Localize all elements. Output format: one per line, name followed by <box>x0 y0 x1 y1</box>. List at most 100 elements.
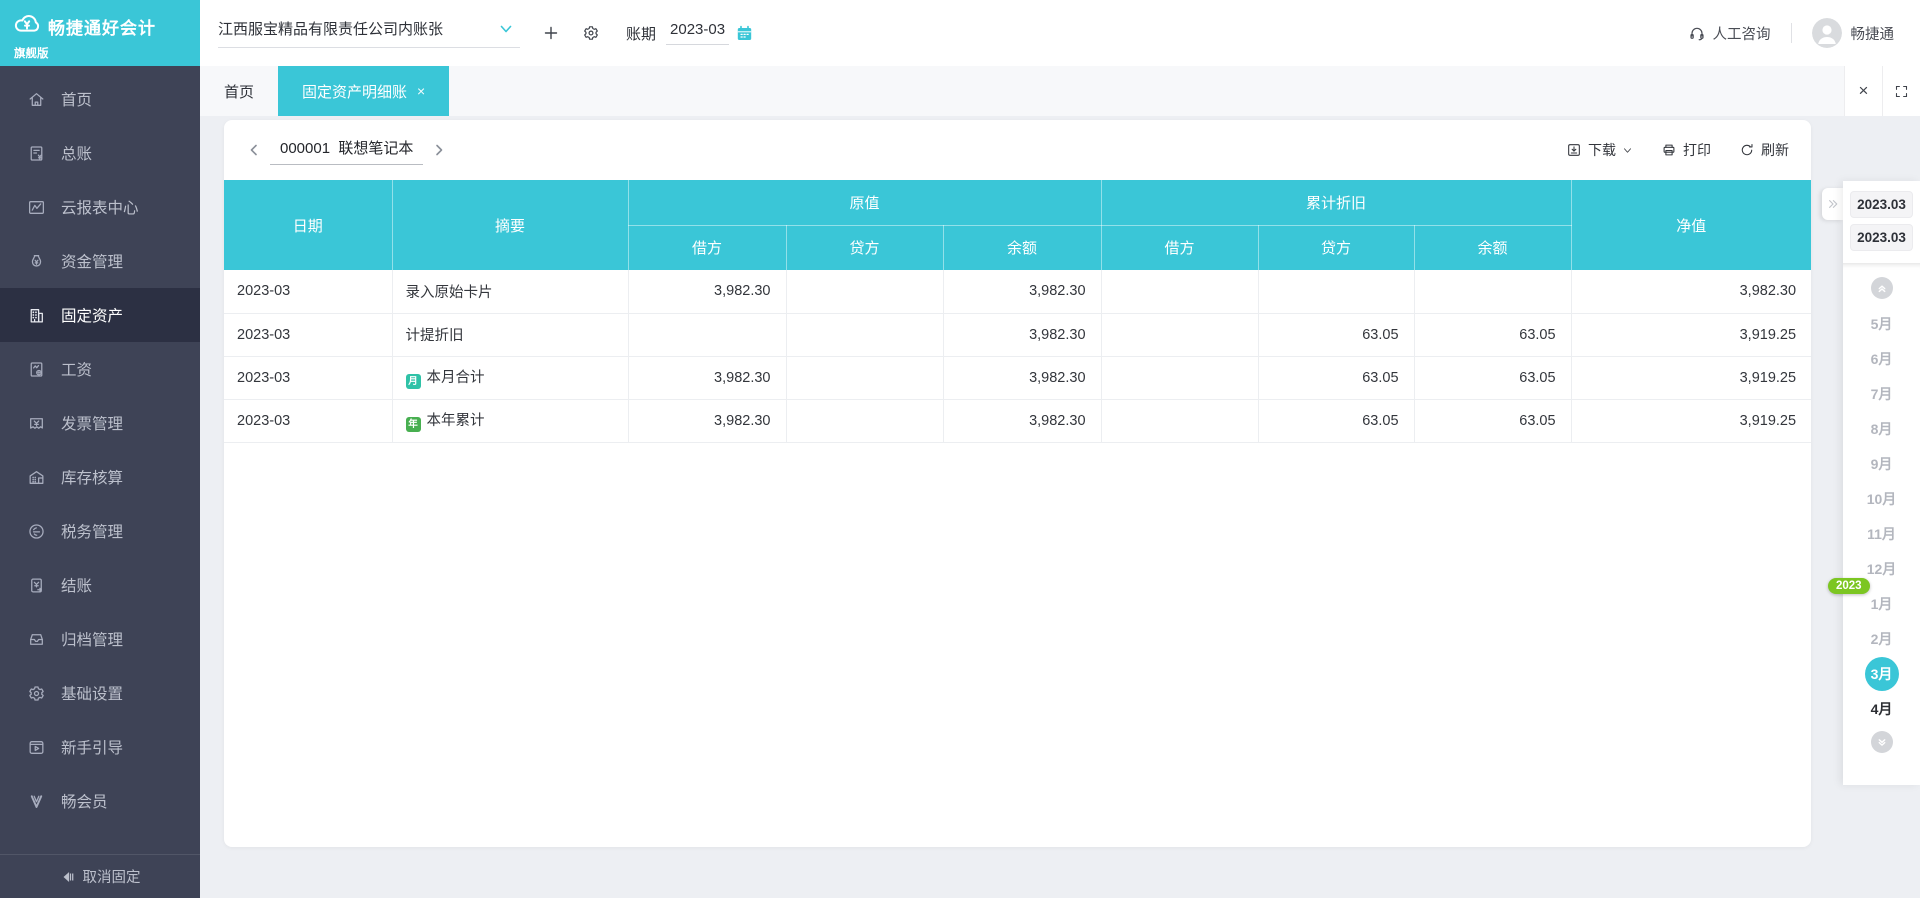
refresh-label: 刷新 <box>1761 142 1789 158</box>
brand-title: 畅捷通好会计 <box>48 19 156 38</box>
sidebar-item-home[interactable]: 首页 <box>0 72 200 126</box>
refresh-button[interactable]: 刷新 <box>1739 140 1789 160</box>
sidebar-item-inventory[interactable]: 库存核算 <box>0 450 200 504</box>
printer-icon <box>1663 144 1675 156</box>
download-button[interactable]: 下载 <box>1566 140 1633 160</box>
month-item[interactable]: 10月 <box>1866 491 1897 507</box>
fullscreen-button[interactable] <box>1882 66 1920 116</box>
username[interactable]: 畅捷通 <box>1850 26 1895 43</box>
cell-date: 2023-03 <box>224 270 393 314</box>
tab-home[interactable]: 首页 <box>200 66 278 116</box>
sidebar-item-label: 资金管理 <box>61 254 124 271</box>
cloud-yuan-icon <box>12 9 42 44</box>
tab-fixed-asset-ledger[interactable]: 固定资产明细账 × <box>278 66 450 116</box>
tab-label: 固定资产明细账 <box>302 83 408 101</box>
sidebar-item-label: 畅会员 <box>61 794 108 811</box>
close-icon: × <box>1858 81 1869 100</box>
table-row[interactable]: 2023-03 计提折旧 3,982.30 63.05 63.05 3,919.… <box>224 313 1812 357</box>
month-item[interactable]: 8月 <box>1870 421 1893 437</box>
home-icon <box>27 90 46 109</box>
next-asset-button[interactable] <box>431 142 447 158</box>
col-group-accumulated-depreciation: 累计折旧 <box>1101 180 1572 226</box>
month-item[interactable]: 5月 <box>1870 316 1893 332</box>
sidebar-item-payroll[interactable]: 工资 <box>0 342 200 396</box>
support-label: 人工咨询 <box>1712 26 1771 43</box>
sidebar-item-label: 新手引导 <box>61 740 124 757</box>
table-row[interactable]: 2023-03 录入原始卡片 3,982.30 3,982.30 3,982.3… <box>224 270 1812 314</box>
company-selector[interactable]: 江西服宝精品有限责任公司内账张 <box>218 18 520 48</box>
sidebar-item-label: 总账 <box>61 146 93 163</box>
scroll-months-up-button[interactable] <box>1870 277 1893 299</box>
month-item[interactable]: 9月 <box>1870 456 1893 472</box>
col-header-ov-credit: 贷方 <box>786 225 944 270</box>
table-row[interactable]: 2023-03 月本月合计 3,982.30 3,982.30 63.05 63… <box>224 356 1812 400</box>
sidebar-item-settings[interactable]: 基础设置 <box>0 666 200 720</box>
period-value[interactable]: 2023-03 <box>666 21 730 45</box>
cell-ad-balance: 63.05 <box>1414 399 1572 443</box>
sidebar-item-guide[interactable]: 新手引导 <box>0 720 200 774</box>
cell-summary: 月本月合计 <box>392 356 629 400</box>
headset-icon <box>1689 27 1704 41</box>
sidebar-item-label: 基础设置 <box>61 686 124 703</box>
cell-summary: 录入原始卡片 <box>392 270 629 314</box>
close-view-button[interactable]: × <box>1844 66 1882 116</box>
cell-ov-debit: 3,982.30 <box>628 356 787 400</box>
collapse-month-panel-button[interactable] <box>1822 188 1843 220</box>
sidebar-item-label: 云报表中心 <box>61 200 139 217</box>
sidebar-item-member[interactable]: 畅会员 <box>0 774 200 828</box>
avatar[interactable] <box>1811 18 1842 48</box>
asset-navigator: 000001 联想笔记本 <box>246 135 447 165</box>
sidebar-item-invoices[interactable]: 发票管理 <box>0 396 200 450</box>
month-item-current[interactable]: 3月 <box>1843 657 1920 692</box>
table-row[interactable]: 2023-03 年本年累计 3,982.30 3,982.30 63.05 63… <box>224 399 1812 443</box>
sidebar-item-funds[interactable]: 资金管理 <box>0 234 200 288</box>
period-box-to[interactable]: 2023.03 <box>1850 224 1913 251</box>
fixed-asset-ledger-table: 日期 摘要 原值 累计折旧 净值 借方 贷方 余额 借方 贷方 余额 <box>224 180 1812 443</box>
scroll-months-down-button[interactable] <box>1870 731 1893 753</box>
close-tab-icon[interactable]: × <box>417 83 426 99</box>
sidebar-item-cloud-reports[interactable]: 云报表中心 <box>0 180 200 234</box>
cell-net: 3,919.25 <box>1571 399 1812 443</box>
month-item[interactable]: 4月 <box>1870 701 1893 717</box>
month-item[interactable]: 2月 <box>1870 631 1893 647</box>
print-label: 打印 <box>1683 142 1711 158</box>
support-button[interactable]: 人工咨询 <box>1688 23 1771 44</box>
payroll-icon <box>27 360 46 379</box>
month-panel: 2023.03 2023.03 5月 6月 7月 8月 9月 10月 11月 1… <box>1828 181 1920 785</box>
cell-date: 2023-03 <box>224 313 393 357</box>
sidebar-item-archive[interactable]: 归档管理 <box>0 612 200 666</box>
month-item[interactable]: 12月 <box>1866 561 1897 577</box>
month-list: 5月 6月 7月 8月 9月 10月 11月 12月 2023 1月 2月 3月… <box>1828 263 1920 785</box>
period-box-from[interactable]: 2023.03 <box>1850 191 1913 218</box>
unpin-sidebar-button[interactable]: 取消固定 <box>0 854 200 898</box>
cell-summary: 计提折旧 <box>392 313 629 357</box>
month-item[interactable]: 7月 <box>1870 386 1893 402</box>
closing-icon <box>27 576 46 595</box>
add-account-button[interactable] <box>542 24 560 42</box>
prev-asset-button[interactable] <box>246 142 262 158</box>
period-label: 账期 <box>626 25 657 43</box>
asset-selector[interactable]: 000001 联想笔记本 <box>270 135 424 165</box>
cell-ov-balance: 3,982.30 <box>943 399 1102 443</box>
col-header-ov-debit: 借方 <box>628 225 787 270</box>
cell-ov-credit <box>786 356 944 400</box>
chevron-left-icon <box>250 144 257 156</box>
cell-ov-debit <box>628 313 787 357</box>
sidebar-item-fixed-assets[interactable]: 固定资产 <box>0 288 200 342</box>
topbar: 江西服宝精品有限责任公司内账张 账期 2023-03 <box>200 0 1920 66</box>
settings-gear-icon <box>27 684 46 703</box>
cell-ad-balance: 63.05 <box>1414 356 1572 400</box>
month-item[interactable]: 6月 <box>1870 351 1893 367</box>
tax-icon <box>27 522 46 541</box>
print-button[interactable]: 打印 <box>1661 140 1711 160</box>
sidebar-item-tax[interactable]: 税务管理 <box>0 504 200 558</box>
gear-icon <box>584 26 598 40</box>
account-settings-button[interactable] <box>582 24 600 42</box>
cell-date: 2023-03 <box>224 399 393 443</box>
fullscreen-icon <box>1895 85 1908 97</box>
month-item[interactable]: 1月 <box>1870 596 1893 612</box>
sidebar-item-closing[interactable]: 结账 <box>0 558 200 612</box>
month-item[interactable]: 11月 <box>1867 526 1896 542</box>
period-calendar-button[interactable] <box>735 24 754 43</box>
sidebar-item-general-ledger[interactable]: 总账 <box>0 126 200 180</box>
